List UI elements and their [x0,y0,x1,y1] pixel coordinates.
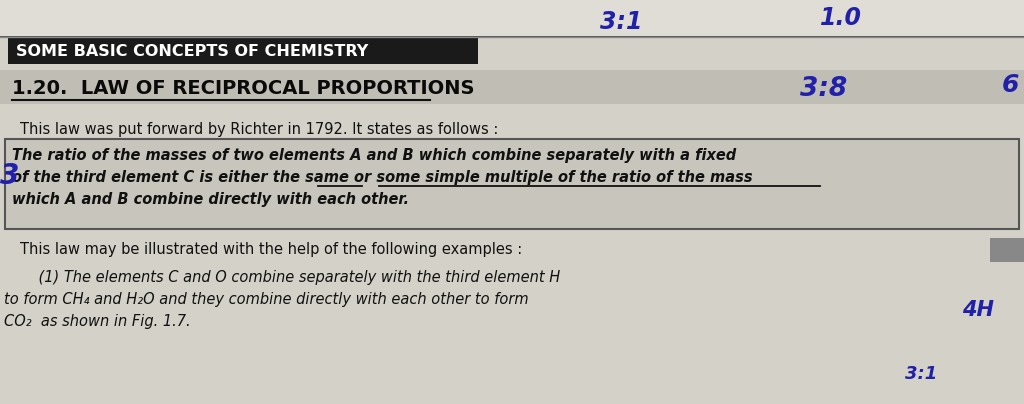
Text: 1.0: 1.0 [820,6,862,30]
Text: 3:1: 3:1 [600,10,642,34]
Text: 3:8: 3:8 [800,76,847,102]
Text: CO₂  as shown in Fig. 1.7.: CO₂ as shown in Fig. 1.7. [4,314,190,329]
Text: (1) The elements C and O combine separately with the third element H: (1) The elements C and O combine separat… [20,270,560,285]
Text: 6: 6 [1002,73,1019,97]
Text: 1.20.  LAW OF RECIPROCAL PROPORTIONS: 1.20. LAW OF RECIPROCAL PROPORTIONS [12,78,474,97]
Text: The ratio of the masses of two elements A and B which combine separately with a : The ratio of the masses of two elements … [12,148,736,163]
Text: 4H: 4H [962,300,994,320]
Text: 3: 3 [0,162,19,190]
FancyBboxPatch shape [5,139,1019,229]
Text: SOME BASIC CONCEPTS OF CHEMISTRY: SOME BASIC CONCEPTS OF CHEMISTRY [16,44,369,59]
Text: to form CH₄ and H₂O and they combine directly with each other to form: to form CH₄ and H₂O and they combine dir… [4,292,528,307]
Bar [0,0,1024,38]
Bar [990,238,1024,262]
Text: This law was put forward by Richter in 1792. It states as follows :: This law was put forward by Richter in 1… [20,122,499,137]
Bar [0,70,1024,104]
Bar [8,38,478,64]
Text: of the third element C is either the same or some simple multiple of the ratio o: of the third element C is either the sam… [12,170,753,185]
Text: This law may be illustrated with the help of the following examples :: This law may be illustrated with the hel… [20,242,522,257]
Text: 3:1: 3:1 [905,365,937,383]
Text: which A and B combine directly with each other.: which A and B combine directly with each… [12,192,409,207]
Bar [0,36,1024,38]
